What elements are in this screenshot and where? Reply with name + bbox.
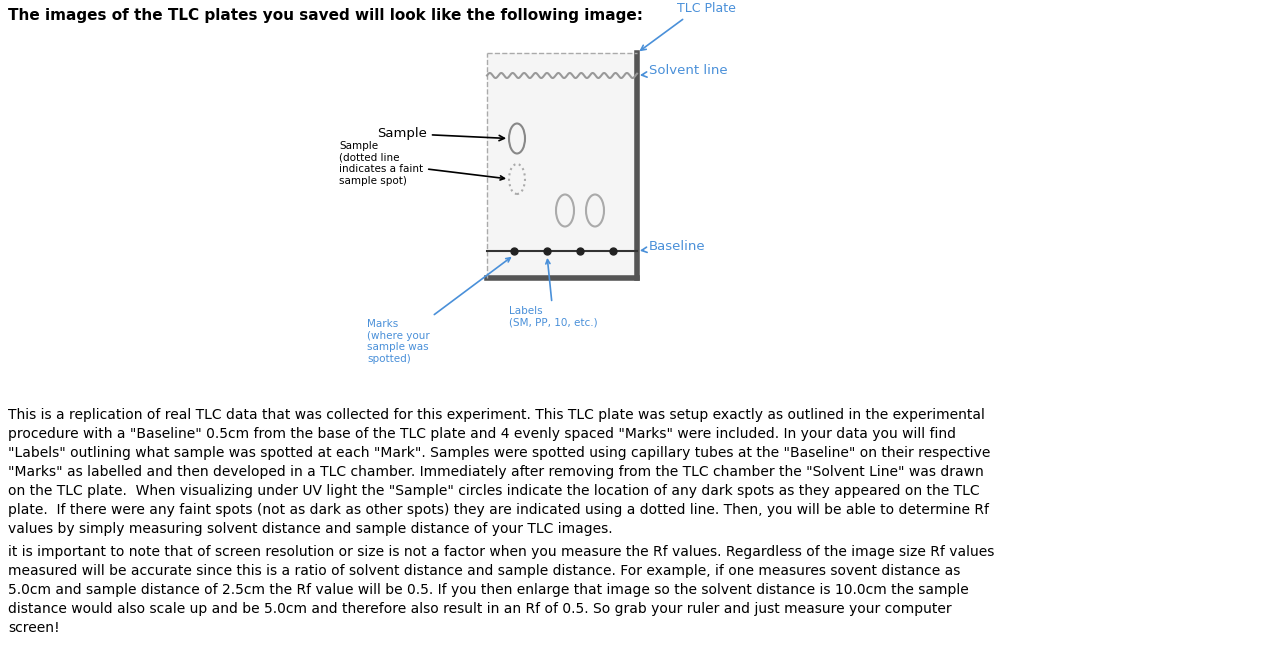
Text: Marks
(where your
sample was
spotted): Marks (where your sample was spotted) bbox=[367, 258, 511, 364]
Text: 6cmx2cm
TLC Plate: 6cmx2cm TLC Plate bbox=[641, 0, 739, 50]
Text: Sample: Sample bbox=[378, 127, 504, 141]
Text: it is important to note that of screen resolution or size is not a factor when y: it is important to note that of screen r… bbox=[8, 545, 995, 634]
Text: Solvent line: Solvent line bbox=[641, 64, 727, 77]
Text: The images of the TLC plates you saved will look like the following image:: The images of the TLC plates you saved w… bbox=[8, 8, 643, 23]
Text: This is a replication of real TLC data that was collected for this experiment. T: This is a replication of real TLC data t… bbox=[8, 408, 991, 536]
Text: Labels
(SM, PP, 10, etc.): Labels (SM, PP, 10, etc.) bbox=[509, 260, 598, 328]
Text: Baseline: Baseline bbox=[641, 239, 705, 253]
Text: Sample
(dotted line
indicates a faint
sample spot): Sample (dotted line indicates a faint sa… bbox=[339, 141, 504, 186]
Bar bbox=[486, 53, 637, 278]
